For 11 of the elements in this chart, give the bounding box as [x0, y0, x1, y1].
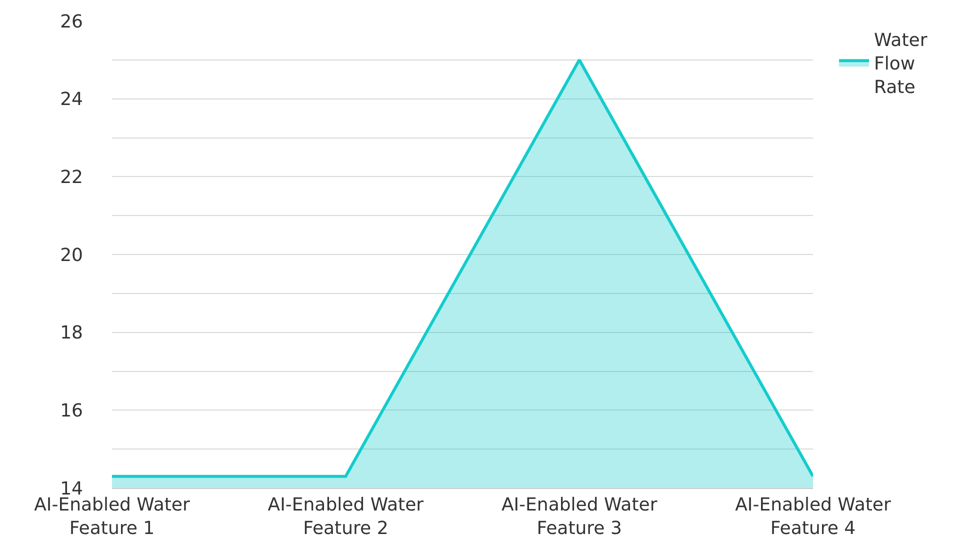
y-tick-label: 20	[60, 244, 83, 266]
y-tick-label: 26	[60, 11, 83, 32]
x-tick-label: AI-Enabled Water Feature 3	[501, 494, 658, 539]
x-tick-label: AI-Enabled Water Feature 4	[735, 494, 892, 539]
x-tick-label: AI-Enabled Water Feature 1	[34, 494, 190, 539]
y-tick-label: 24	[60, 89, 83, 110]
y-tick-label: 18	[60, 322, 83, 344]
legend-label: Water Flow Rate	[874, 30, 928, 98]
y-tick-label: 16	[60, 400, 83, 422]
x-tick-label: AI-Enabled Water Feature 2	[268, 494, 424, 539]
y-tick-label: 22	[60, 166, 83, 188]
